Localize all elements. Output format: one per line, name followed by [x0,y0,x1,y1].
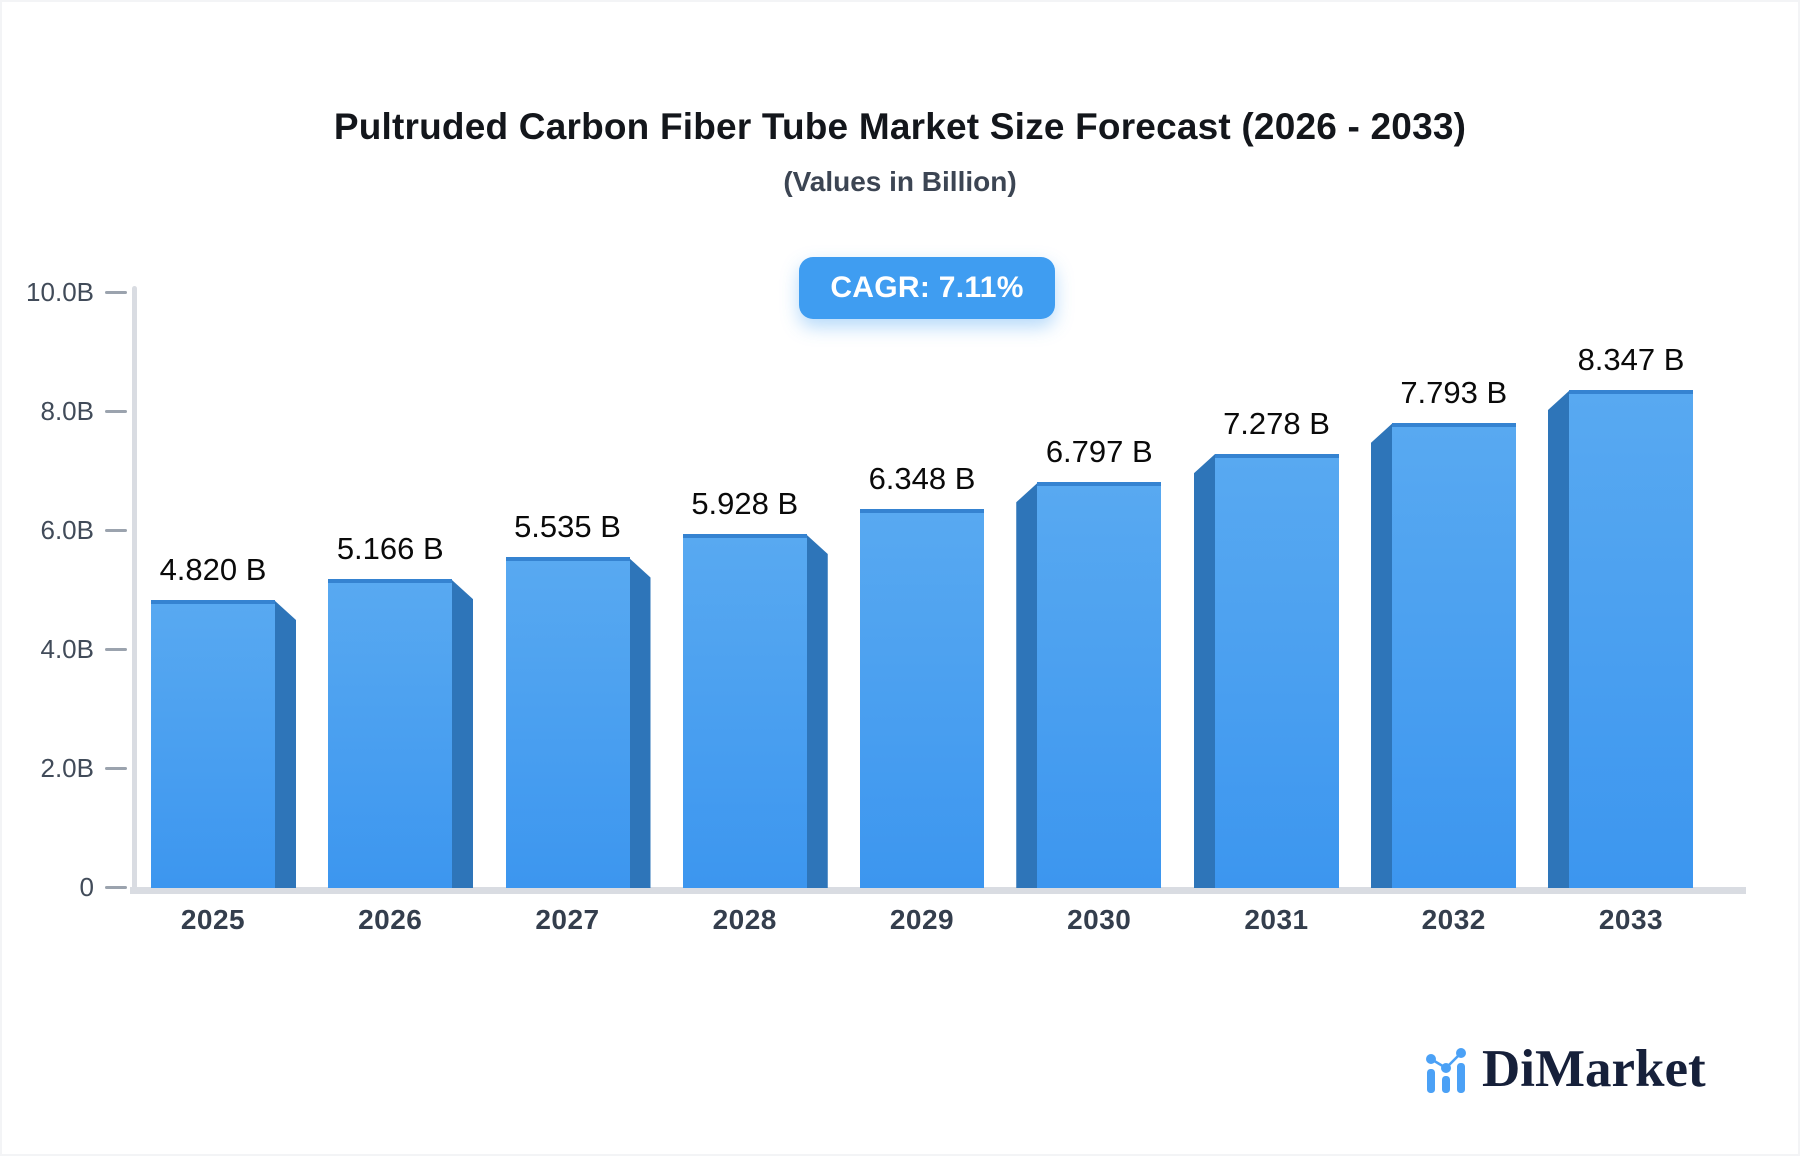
bar-value-label-2026: 5.166 B [336,531,444,567]
bar-2025 [151,600,275,888]
y-tick-label-4.0B: 4.0B [40,633,95,664]
x-tick-label-2031: 2031 [1244,904,1309,935]
y-tick-mark [105,886,127,889]
x-tick-label-2029: 2029 [889,904,955,935]
bar-value-label-2033: 8.347 B [1577,342,1685,378]
bar-value-label-2032: 7.793 B [1400,375,1508,410]
x-tick-label-2032: 2032 [1421,904,1486,935]
bar-value-label-2028: 5.928 B [691,486,799,522]
dimarket-logo: DiMarket [1423,1040,1706,1098]
bar-2031 [1214,453,1339,888]
y-tick-mark [105,647,127,651]
bar-value-label-2030: 6.797 B [1045,434,1153,470]
bar-3d-side-2027 [628,557,651,888]
y-tick-label-10.0B: 10.0B [26,276,94,307]
x-tick-label-2033: 2033 [1598,904,1664,935]
x-axis-baseline [130,887,1746,894]
bar-2030 [1037,482,1162,888]
bar-value-label-2029: 6.348 B [868,461,976,497]
y-tick-mark [105,528,127,532]
bar-2033 [1569,390,1693,888]
y-tick-mark [105,290,127,294]
bar-3d-side-2028 [805,534,828,888]
x-tick-label-2025: 2025 [180,904,246,935]
y-tick-label-8.0B: 8.0B [40,395,95,426]
bar-2029 [860,509,984,888]
y-tick-label-2.0B: 2.0B [40,752,95,783]
y-tick-mark [105,409,127,413]
bar-3d-side-2031 [1193,453,1216,888]
bar-value-label-2025: 4.820 B [159,552,267,588]
bar-3d-side-2033 [1548,390,1570,888]
x-tick-label-2030: 2030 [1067,904,1132,935]
x-tick-label-2028: 2028 [712,904,777,935]
bar-2026 [328,579,453,888]
bar-value-label-2031: 7.278 B [1223,405,1330,441]
cagr-badge-label: CAGR: 7.11% [830,271,1024,304]
bar-chart-logo-icon [1426,1048,1466,1093]
bar-3d-side-2026 [451,579,474,888]
dimarket-logo-text: DiMarket [1482,1040,1706,1098]
bar-3d-side-2025 [274,600,296,888]
cagr-badge: CAGR: 7.11% [799,257,1055,319]
bar-2032 [1391,423,1516,888]
bar-2028 [682,534,807,888]
x-tick-label-2027: 2027 [535,904,600,935]
bar-value-label-2027: 5.535 B [514,509,621,545]
bar-3d-side-2032 [1370,423,1393,888]
chart-title: Pultruded Carbon Fiber Tube Market Size … [333,106,1467,147]
bar-2027 [505,557,630,888]
y-axis-line [132,286,137,893]
y-tick-mark [105,766,127,770]
y-tick-label-6.0B: 6.0B [40,514,95,545]
x-tick-label-2026: 2026 [358,904,423,935]
chart-subtitle: (Values in Billion) [783,166,1017,197]
bar-3d-side-2030 [1016,482,1039,888]
y-tick-label-0: 0 [79,872,94,902]
